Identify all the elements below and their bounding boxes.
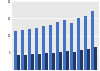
Bar bbox=[87, 49, 90, 70]
Bar bbox=[38, 54, 41, 70]
Bar bbox=[70, 23, 73, 70]
Bar bbox=[91, 11, 94, 70]
Bar bbox=[28, 29, 31, 70]
Bar bbox=[31, 54, 34, 70]
Bar bbox=[73, 52, 76, 70]
Bar bbox=[35, 28, 38, 70]
Bar bbox=[84, 16, 87, 70]
Bar bbox=[45, 53, 48, 70]
Bar bbox=[21, 30, 24, 70]
Bar bbox=[42, 26, 45, 70]
Bar bbox=[59, 52, 62, 70]
Bar bbox=[24, 55, 27, 70]
Bar bbox=[14, 31, 17, 70]
Bar bbox=[49, 25, 52, 70]
Bar bbox=[56, 22, 59, 70]
Bar bbox=[63, 20, 66, 70]
Bar bbox=[66, 51, 69, 70]
Bar bbox=[77, 18, 80, 70]
Bar bbox=[94, 47, 97, 70]
Bar bbox=[80, 50, 83, 70]
Bar bbox=[17, 55, 20, 70]
Bar bbox=[52, 53, 55, 70]
